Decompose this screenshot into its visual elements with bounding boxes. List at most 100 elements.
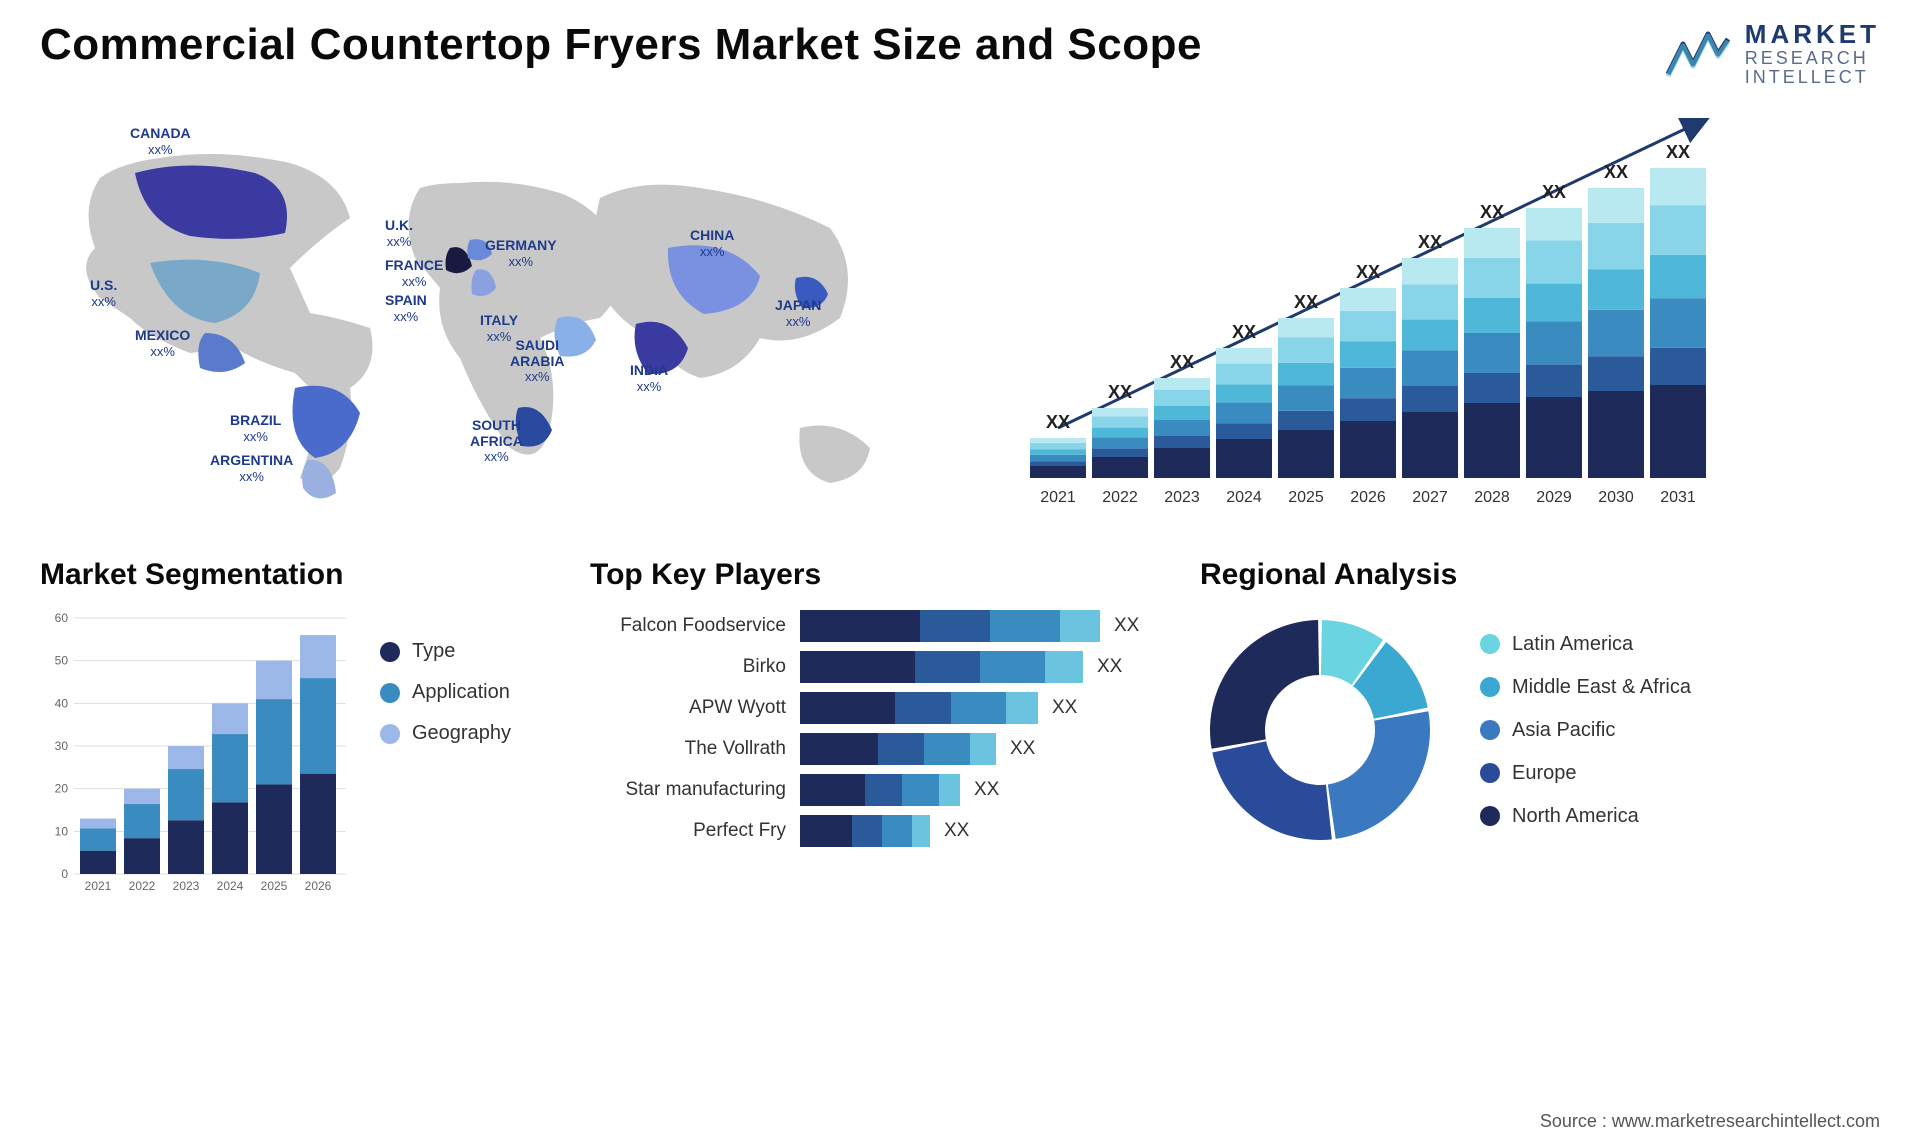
- growth-bar-segment: [1464, 333, 1520, 373]
- growth-bar-segment: [1154, 448, 1210, 478]
- player-row: Falcon Foodservice XX: [590, 610, 1150, 642]
- growth-bar-segment: [1650, 298, 1706, 348]
- legend-label: Europe: [1512, 762, 1577, 785]
- player-bar-segment: [1060, 610, 1100, 642]
- map-country-label: BRAZILxx%: [230, 413, 281, 444]
- growth-bar-segment: [1092, 449, 1148, 457]
- growth-bar-segment: [1650, 348, 1706, 385]
- seg-x-tick: 2022: [129, 879, 156, 893]
- top-row: CANADAxx%U.S.xx%MEXICOxx%BRAZILxx%ARGENT…: [40, 118, 1880, 518]
- growth-bar-segment: [1092, 408, 1148, 416]
- seg-y-tick: 40: [55, 697, 69, 711]
- player-bar: [800, 610, 1100, 642]
- player-bar: [800, 651, 1083, 683]
- growth-bar-segment: [1278, 318, 1334, 337]
- growth-bar-segment: [1092, 457, 1148, 478]
- seg-bar-segment: [168, 746, 204, 769]
- player-bar: [800, 774, 960, 806]
- growth-bar-segment: [1526, 208, 1582, 240]
- players-title: Top Key Players: [590, 558, 1150, 592]
- growth-bar-year: 2029: [1536, 489, 1572, 506]
- player-value: XX: [974, 779, 999, 801]
- player-bar-segment: [895, 692, 951, 724]
- player-bar: [800, 692, 1038, 724]
- player-value: XX: [1052, 697, 1077, 719]
- seg-y-tick: 60: [55, 611, 69, 625]
- growth-bar-segment: [1154, 406, 1210, 420]
- growth-bar-segment: [1402, 320, 1458, 351]
- growth-bar-segment: [1402, 386, 1458, 412]
- players-panel: Top Key Players Falcon Foodservice XX Bi…: [590, 558, 1150, 938]
- growth-bar-segment: [1588, 269, 1644, 310]
- growth-bar-value: XX: [1232, 322, 1256, 342]
- header: Commercial Countertop Fryers Market Size…: [40, 20, 1880, 88]
- player-value: XX: [1114, 615, 1139, 637]
- seg-bar-segment: [124, 789, 160, 804]
- regional-legend-item: Asia Pacific: [1480, 719, 1691, 742]
- legend-dot-icon: [1480, 763, 1500, 783]
- growth-bar-segment: [1278, 363, 1334, 385]
- seg-bar-segment: [124, 838, 160, 874]
- player-bar-segment: [800, 610, 920, 642]
- segmentation-title: Market Segmentation: [40, 558, 540, 592]
- growth-bar-segment: [1216, 385, 1272, 403]
- growth-chart-panel: XX2021XX2022XX2023XX2024XX2025XX2026XX20…: [980, 118, 1880, 518]
- legend-label: Type: [412, 640, 455, 663]
- player-bar-segment: [980, 651, 1045, 683]
- growth-bar-value: XX: [1108, 382, 1132, 402]
- growth-bar-segment: [1154, 420, 1210, 436]
- seg-x-tick: 2026: [305, 879, 332, 893]
- growth-bar-segment: [1464, 373, 1520, 403]
- growth-bar-segment: [1278, 337, 1334, 363]
- player-bar-segment: [800, 815, 852, 847]
- growth-bar-segment: [1092, 417, 1148, 428]
- map-country-label: SPAINxx%: [385, 293, 427, 324]
- player-bar-segment: [1045, 651, 1083, 683]
- growth-bar-segment: [1216, 348, 1272, 364]
- growth-bar-year: 2025: [1288, 489, 1324, 506]
- map-country-label: JAPANxx%: [775, 298, 821, 329]
- seg-x-tick: 2024: [217, 879, 244, 893]
- growth-bar-segment: [1030, 466, 1086, 478]
- source-attribution: Source : www.marketresearchintellect.com: [1540, 1111, 1880, 1132]
- seg-x-tick: 2023: [173, 879, 200, 893]
- bottom-row: Market Segmentation 01020304050602021202…: [40, 558, 1880, 938]
- map-country-label: U.S.xx%: [90, 278, 117, 309]
- seg-bar-segment: [300, 635, 336, 678]
- player-bar-segment: [800, 733, 878, 765]
- player-bar-segment: [924, 733, 970, 765]
- growth-bar-value: XX: [1604, 162, 1628, 182]
- player-bar-segment: [902, 774, 939, 806]
- donut-slice: [1328, 711, 1430, 839]
- map-country-label: MEXICOxx%: [135, 328, 190, 359]
- growth-bar-value: XX: [1480, 202, 1504, 222]
- legend-dot-icon: [1480, 634, 1500, 654]
- growth-bar-segment: [1588, 391, 1644, 478]
- seg-legend-item: Type: [380, 640, 511, 663]
- player-bar-segment: [951, 692, 1006, 724]
- player-value: XX: [1097, 656, 1122, 678]
- player-bar-segment: [878, 733, 924, 765]
- brand-logo: MARKET RESEARCH INTELLECT: [1663, 20, 1880, 88]
- growth-bar-year: 2021: [1040, 489, 1076, 506]
- growth-bar-segment: [1154, 436, 1210, 448]
- player-name: Perfect Fry: [590, 820, 800, 842]
- growth-bar-segment: [1588, 310, 1644, 356]
- player-row: The Vollrath XX: [590, 733, 1150, 765]
- map-country-label: ARGENTINAxx%: [210, 453, 293, 484]
- seg-bar-segment: [256, 661, 292, 699]
- legend-label: Middle East & Africa: [1512, 676, 1691, 699]
- player-name: Birko: [590, 656, 800, 678]
- player-name: Falcon Foodservice: [590, 615, 800, 637]
- seg-legend-item: Application: [380, 681, 511, 704]
- logo-line1: MARKET: [1745, 20, 1880, 49]
- legend-label: North America: [1512, 805, 1639, 828]
- growth-bar-segment: [1278, 385, 1334, 411]
- player-row: Birko XX: [590, 651, 1150, 683]
- regional-legend-item: North America: [1480, 805, 1691, 828]
- map-country-label: FRANCExx%: [385, 258, 443, 289]
- players-chart: Falcon Foodservice XX Birko XX APW Wyott…: [590, 610, 1150, 847]
- player-bar-segment: [915, 651, 980, 683]
- regional-legend-item: Middle East & Africa: [1480, 676, 1691, 699]
- growth-bar-segment: [1340, 311, 1396, 341]
